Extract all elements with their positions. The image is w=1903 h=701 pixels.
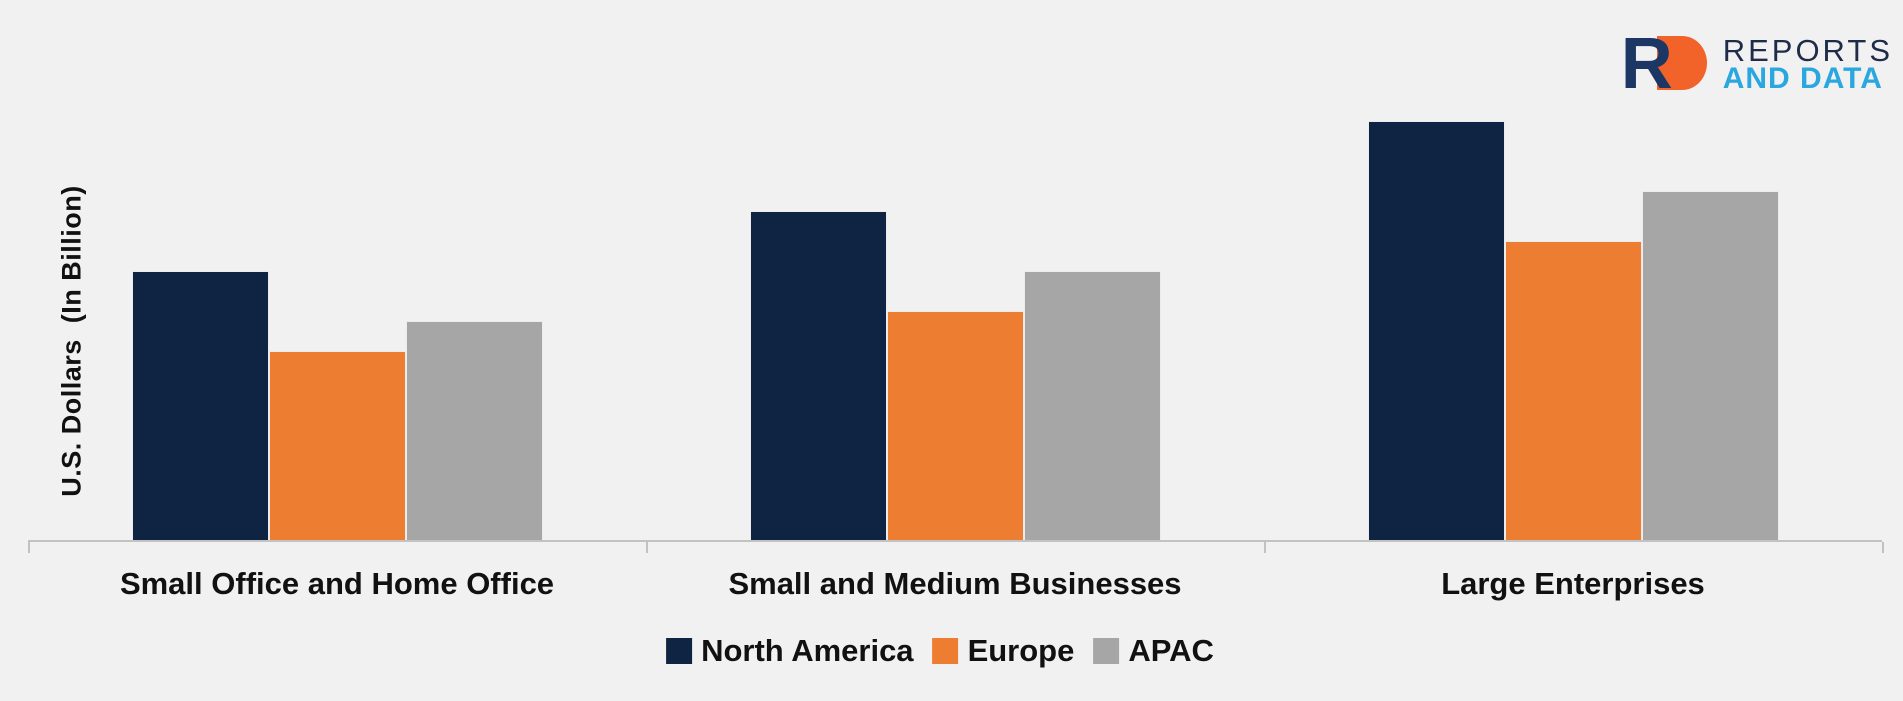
legend-label-north-america: North America: [701, 633, 914, 668]
legend-label-europe: Europe: [967, 633, 1075, 668]
chart-legend: North America Europe APAC: [666, 633, 1214, 669]
legend-swatch-europe: [932, 638, 959, 664]
bar-europe-small-office-and-home-office: [268, 351, 406, 541]
legend-swatch-north-america: [666, 638, 693, 664]
axis-tick: [646, 542, 648, 553]
category-label-smb: Small and Medium Businesses: [728, 566, 1182, 601]
bar-apac-large-enterprises: [1641, 191, 1779, 541]
logo-d-icon: [1656, 36, 1707, 90]
bar-apac-small-and-medium-businesses: [1023, 271, 1161, 541]
category-label-soho: Small Office and Home Office: [119, 566, 555, 601]
legend-item-north-america: North America: [666, 633, 914, 669]
logo-monogram: R: [1621, 28, 1713, 100]
legend-item-apac: APAC: [1093, 633, 1214, 669]
bar-apac-small-office-and-home-office: [405, 321, 543, 541]
category-label-large-enterprises: Large Enterprises: [1441, 566, 1705, 601]
bar-europe-large-enterprises: [1504, 241, 1642, 541]
bar-north-america-small-and-medium-businesses: [749, 211, 887, 541]
legend-label-apac: APAC: [1128, 633, 1214, 668]
logo-text-and-data: AND DATA: [1722, 62, 1883, 95]
logo-r-icon: R: [1620, 24, 1673, 104]
bar-north-america-small-office-and-home-office: [131, 271, 269, 541]
logo-wordmark: REPORTS AND DATA: [1722, 33, 1893, 95]
legend-swatch-apac: [1093, 638, 1120, 664]
bar-europe-small-and-medium-businesses: [886, 311, 1024, 541]
axis-tick: [28, 542, 30, 553]
bar-north-america-large-enterprises: [1367, 121, 1505, 541]
logo-text-reports: REPORTS: [1722, 33, 1893, 68]
reports-and-data-logo: R REPORTS AND DATA: [1621, 28, 1893, 100]
axis-tick: [1264, 542, 1266, 553]
legend-item-europe: Europe: [932, 633, 1075, 669]
x-axis-line: [28, 540, 1882, 542]
axis-tick: [1882, 542, 1884, 553]
